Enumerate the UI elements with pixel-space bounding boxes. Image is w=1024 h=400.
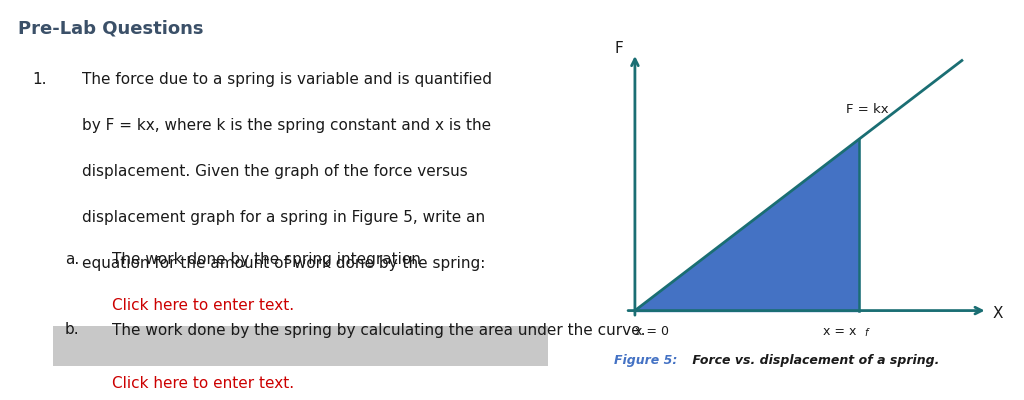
Text: 1.: 1.	[33, 72, 47, 87]
Text: Click here to enter text.: Click here to enter text.	[112, 298, 294, 313]
Text: The work done by the spring integration: The work done by the spring integration	[112, 252, 421, 267]
Text: displacement graph for a spring in Figure 5, write an: displacement graph for a spring in Figur…	[82, 210, 485, 225]
Text: The force due to a spring is variable and is quantified: The force due to a spring is variable an…	[82, 72, 493, 87]
Text: Force vs. displacement of a spring.: Force vs. displacement of a spring.	[688, 354, 939, 367]
Polygon shape	[635, 139, 859, 310]
Text: x = 0: x = 0	[635, 325, 669, 338]
Text: Click here to enter text.: Click here to enter text.	[112, 376, 294, 391]
Text: Figure 5:: Figure 5:	[614, 354, 678, 367]
Text: b.: b.	[65, 322, 80, 338]
Text: x = x: x = x	[822, 325, 856, 338]
Text: f: f	[864, 328, 867, 338]
FancyBboxPatch shape	[53, 326, 548, 366]
Text: F: F	[614, 41, 624, 56]
Text: F = kx: F = kx	[847, 103, 889, 116]
Text: equation for the amount of work done by the spring:: equation for the amount of work done by …	[82, 256, 485, 271]
Text: by F = kx, where k is the spring constant and x is the: by F = kx, where k is the spring constan…	[82, 118, 492, 133]
Text: X: X	[992, 306, 1002, 320]
Text: a.: a.	[65, 252, 79, 267]
Text: The work done by the spring by calculating the area under the curve.: The work done by the spring by calculati…	[112, 322, 645, 338]
Text: displacement. Given the graph of the force versus: displacement. Given the graph of the for…	[82, 164, 468, 179]
Text: Pre-Lab Questions: Pre-Lab Questions	[17, 20, 203, 38]
